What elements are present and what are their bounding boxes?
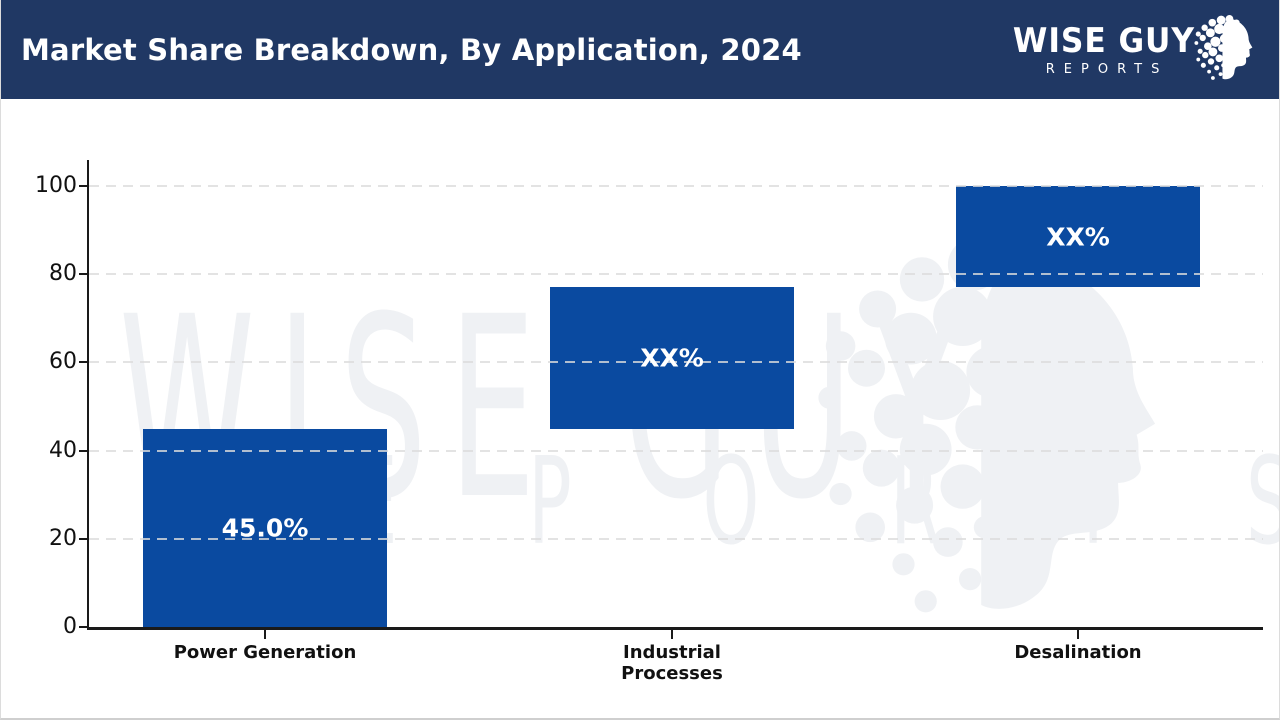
x-axis-line (87, 627, 1263, 630)
gridline-80 (89, 273, 1263, 276)
y-axis-line (87, 160, 89, 630)
logo-wordmark: WISE GUY (1013, 20, 1196, 61)
x-axis-label-industrial-processes: Industrial Processes (621, 642, 723, 684)
x-tick-mark-industrial-processes (671, 630, 673, 639)
bar-value-label-industrial-processes: XX% (640, 343, 704, 373)
y-tick-mark-60 (79, 361, 89, 364)
header-bar: Market Share Breakdown, By Application, … (1, 0, 1279, 99)
y-tick-label-100: 100 (35, 173, 77, 198)
x-tick-mark-desalination (1077, 630, 1079, 639)
bar-desalination (956, 186, 1200, 288)
gridline-100 (89, 185, 1263, 187)
gridline-60 (89, 361, 1263, 364)
x-axis-label-desalination: Desalination (1014, 642, 1142, 663)
y-tick-label-20: 20 (49, 525, 77, 551)
x-axis-label-power-generation: Power Generation (173, 642, 357, 663)
y-tick-label-40: 40 (49, 437, 77, 463)
bar-power-generation (143, 428, 387, 627)
y-tick-mark-0 (79, 626, 89, 628)
bar-value-label-desalination: XX% (1046, 222, 1110, 252)
y-tick-label-80: 80 (49, 261, 77, 287)
x-tick-mark-power-generation (264, 630, 266, 639)
y-tick-mark-80 (79, 273, 89, 276)
wise-guy-logo: WISE GUY REPORTS (1005, 14, 1257, 85)
watermark-dotted-face-icon (818, 235, 1156, 613)
gridline-20 (89, 537, 1263, 540)
page-title: Market Share Breakdown, By Application, … (21, 32, 802, 67)
y-tick-label-0: 0 (63, 614, 77, 639)
gridline-40 (89, 449, 1263, 452)
logo-subtitle: REPORTS (1045, 61, 1169, 77)
dotted-face-icon (1194, 14, 1253, 80)
y-tick-mark-40 (79, 449, 89, 452)
bar-value-label-power-generation: 45.0% (221, 513, 309, 543)
logo-text: WISE GUY REPORTS (1005, 24, 1203, 76)
y-tick-label-60: 60 (49, 349, 77, 375)
bar-industrial-processes (550, 287, 794, 429)
y-tick-mark-100 (79, 185, 89, 187)
y-tick-mark-20 (79, 537, 89, 540)
